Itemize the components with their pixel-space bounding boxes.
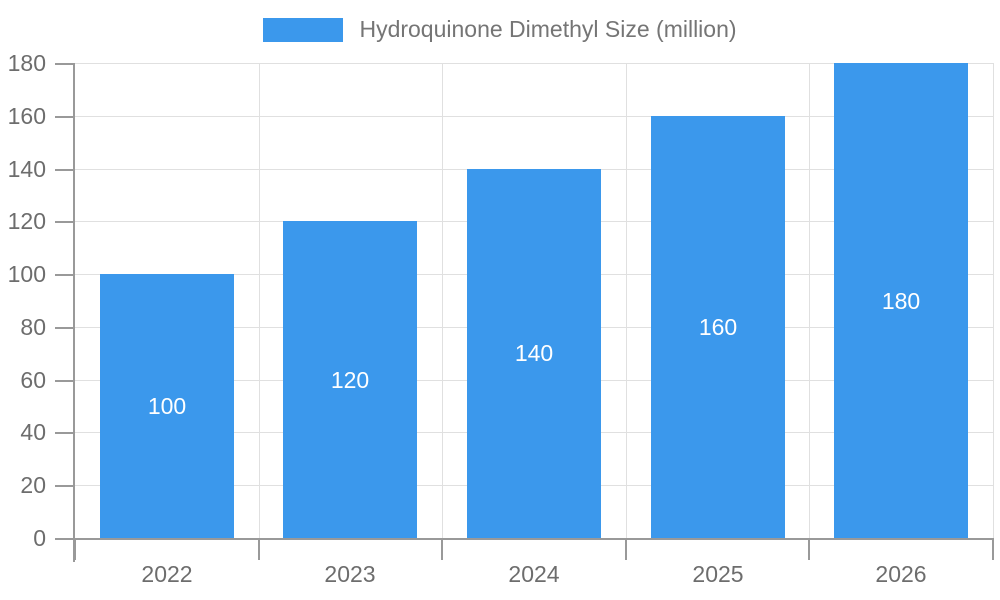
bar-value-label: 180 xyxy=(881,288,921,314)
y-tick-label: 40 xyxy=(20,419,46,445)
legend-item[interactable]: Hydroquinone Dimethyl Size (million) xyxy=(263,16,737,43)
gridline-horizontal xyxy=(75,116,993,117)
bar-value-label: 100 xyxy=(147,393,187,419)
x-tick-label: 2023 xyxy=(324,561,376,587)
legend-color-swatch xyxy=(263,17,344,42)
y-tick xyxy=(55,380,75,382)
y-tick xyxy=(55,327,75,329)
y-tick-label: 160 xyxy=(7,103,46,129)
x-tick xyxy=(808,538,810,560)
legend-label: Hydroquinone Dimethyl Size (million) xyxy=(359,16,737,42)
bar[interactable] xyxy=(834,63,968,538)
gridline-vertical xyxy=(442,63,443,538)
y-tick xyxy=(55,221,75,223)
bar-value-label: 120 xyxy=(330,367,370,393)
bar[interactable] xyxy=(467,169,601,538)
y-tick xyxy=(55,63,75,65)
x-tick xyxy=(258,538,260,560)
bar[interactable] xyxy=(100,274,234,538)
x-tick-label: 2026 xyxy=(875,561,927,587)
y-axis-line xyxy=(73,63,75,562)
y-tick xyxy=(55,485,75,487)
y-tick xyxy=(55,538,75,540)
y-tick-label: 100 xyxy=(7,261,46,287)
y-tick-label: 20 xyxy=(20,472,46,498)
x-tick-label: 2024 xyxy=(508,561,560,587)
x-tick-label: 2025 xyxy=(692,561,744,587)
x-axis-line xyxy=(55,538,993,540)
y-tick-label: 120 xyxy=(7,208,46,234)
x-tick xyxy=(74,538,76,560)
x-tick-label: 2022 xyxy=(141,561,193,587)
bar[interactable] xyxy=(651,116,785,538)
y-tick-label: 60 xyxy=(20,367,46,393)
bar-value-label: 140 xyxy=(514,340,554,366)
gridline-vertical xyxy=(259,63,260,538)
y-tick xyxy=(55,274,75,276)
bar[interactable] xyxy=(283,221,417,538)
gridline-vertical xyxy=(626,63,627,538)
y-tick-label: 180 xyxy=(7,50,46,76)
y-tick xyxy=(55,116,75,118)
gridline-vertical xyxy=(809,63,810,538)
bar-value-label: 160 xyxy=(698,314,738,340)
x-tick xyxy=(625,538,627,560)
y-tick-label: 0 xyxy=(33,525,46,551)
x-tick xyxy=(992,538,994,560)
gridline-vertical xyxy=(993,63,994,538)
legend: Hydroquinone Dimethyl Size (million) xyxy=(0,16,1000,43)
y-tick xyxy=(55,169,75,171)
y-tick xyxy=(55,432,75,434)
x-tick xyxy=(441,538,443,560)
y-tick-label: 80 xyxy=(20,314,46,340)
y-tick-label: 140 xyxy=(7,156,46,182)
gridline-horizontal xyxy=(75,63,993,64)
